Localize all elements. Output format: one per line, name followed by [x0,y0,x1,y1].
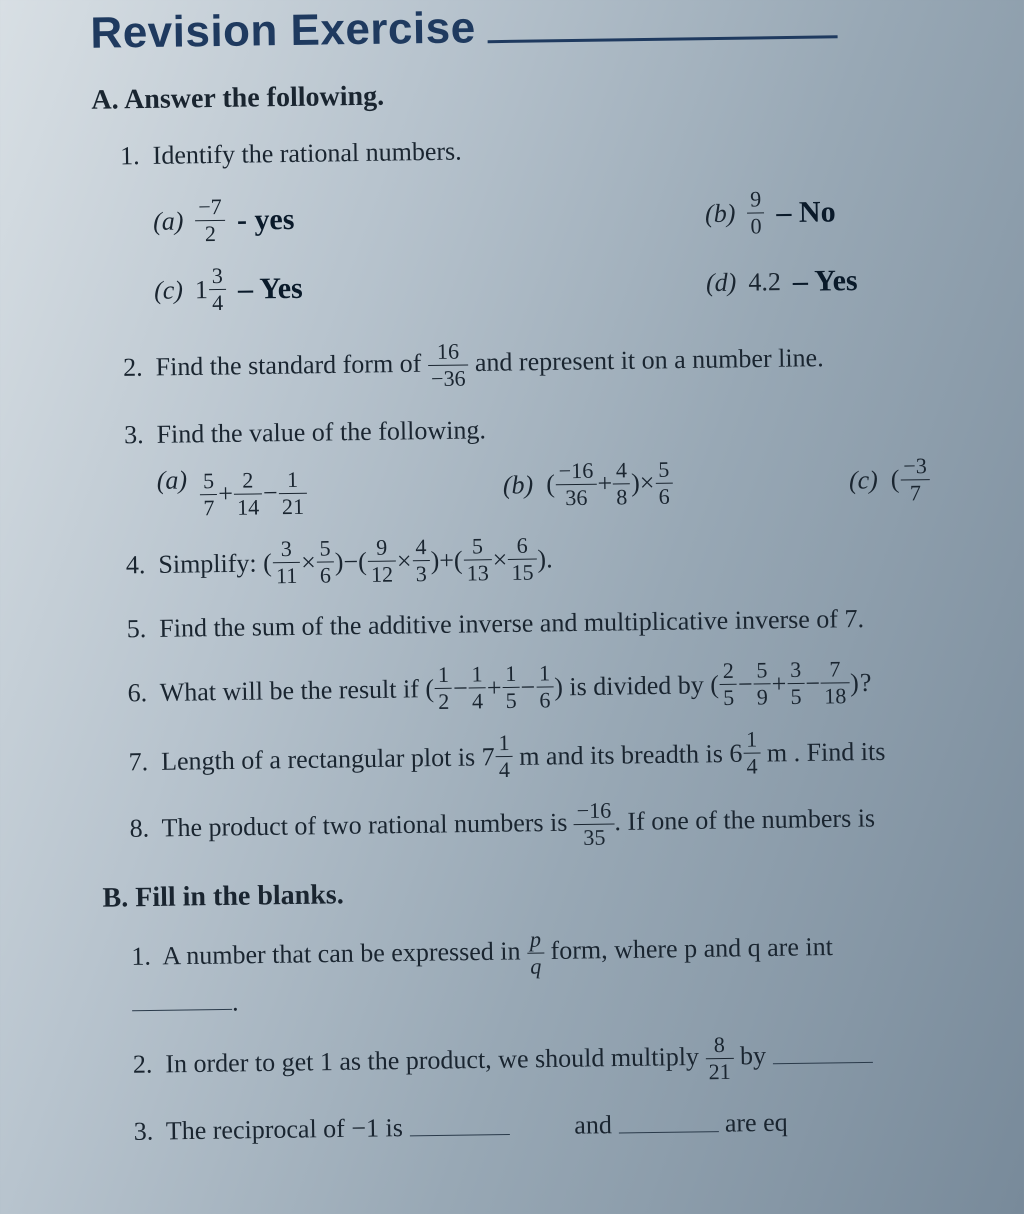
question-7: 7. Length of a rectangular plot is 714 m… [128,725,985,786]
q1-text: Identify the rational numbers. [152,137,461,170]
question-8: 8. The product of two rational numbers i… [129,795,986,856]
page-heading: Revision Exercise [90,3,476,58]
q1-opt-c: (c) 1 34 – Yes [154,260,567,315]
section-b-title: B. Fill in the blanks. [102,870,986,914]
question-4: 4. Simplify: (311×56)−(912×43)+(513×615)… [126,528,983,589]
q1-options: (a) −72 - yes (b) 90 – No (c) 1 34 – Yes… [153,175,979,325]
q1-opt-b: (b) 90 – No [565,185,978,240]
hand-annot: – No [776,195,836,230]
fill-blank[interactable] [409,1106,509,1136]
fill-blank[interactable] [132,982,232,1012]
hand-annot: - yes [237,203,295,238]
section-a-title: A. Answer the following. [91,72,975,116]
q1-opt-d: (d) 4.2 – Yes [566,255,979,310]
q3-opt-c: (c) (−37 [849,454,982,510]
question-1: 1. Identify the rational numbers. [120,124,976,175]
hand-annot: – Yes [238,272,303,307]
fill-blank[interactable] [772,1034,872,1064]
question-5: 5. Find the sum of the additive inverse … [127,597,983,648]
q3-opt-b: (b) (−1636+48)×56 [503,456,850,515]
question-b2: 2. In order to get 1 as the product, we … [133,1031,990,1092]
hand-annot: – Yes [793,264,858,299]
q1-opt-a: (a) −72 - yes [153,191,566,246]
q3-opt-a: (a) 57+214−121 [157,461,504,520]
question-6: 6. What will be the result if (12−14+15−… [127,656,984,717]
fill-blank[interactable] [618,1104,718,1134]
question-3: 3. Find the value of the following. [124,403,980,454]
question-b3: 3. The reciprocal of −1 is and are eq [134,1100,990,1152]
heading-underline [488,35,838,43]
heading-row: Revision Exercise [90,0,975,59]
q3-options: (a) 57+214−121 (b) (−1636+48)×56 (c) (−3… [157,454,982,520]
worksheet-page: Revision Exercise A. Answer the followin… [0,0,1024,1153]
question-b1: 1. A number that can be expressed in pq … [131,922,988,1023]
question-2: 2. Find the standard form of 16−36 and r… [123,334,980,395]
